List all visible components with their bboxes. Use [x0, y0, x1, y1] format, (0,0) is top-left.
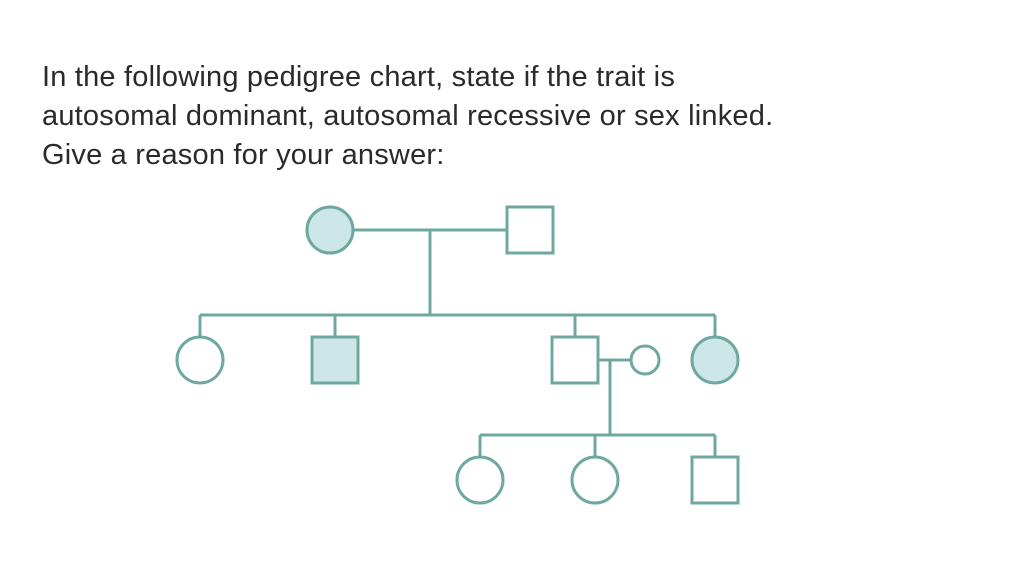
pedigree-node-g3b: [572, 457, 618, 503]
pedigree-node-g3c: [692, 457, 738, 503]
pedigree-node-g1f: [307, 207, 353, 253]
question-text: In the following pedigree chart, state i…: [42, 58, 802, 175]
pedigree-node-g2c_mate: [631, 346, 659, 374]
pedigree-node-g1m: [507, 207, 553, 253]
pedigree-svg: [130, 200, 850, 530]
pedigree-chart: [130, 200, 850, 530]
pedigree-node-g3a: [457, 457, 503, 503]
pedigree-node-g2b: [312, 337, 358, 383]
pedigree-node-g2c: [552, 337, 598, 383]
pedigree-node-g2d: [692, 337, 738, 383]
pedigree-node-g2a: [177, 337, 223, 383]
